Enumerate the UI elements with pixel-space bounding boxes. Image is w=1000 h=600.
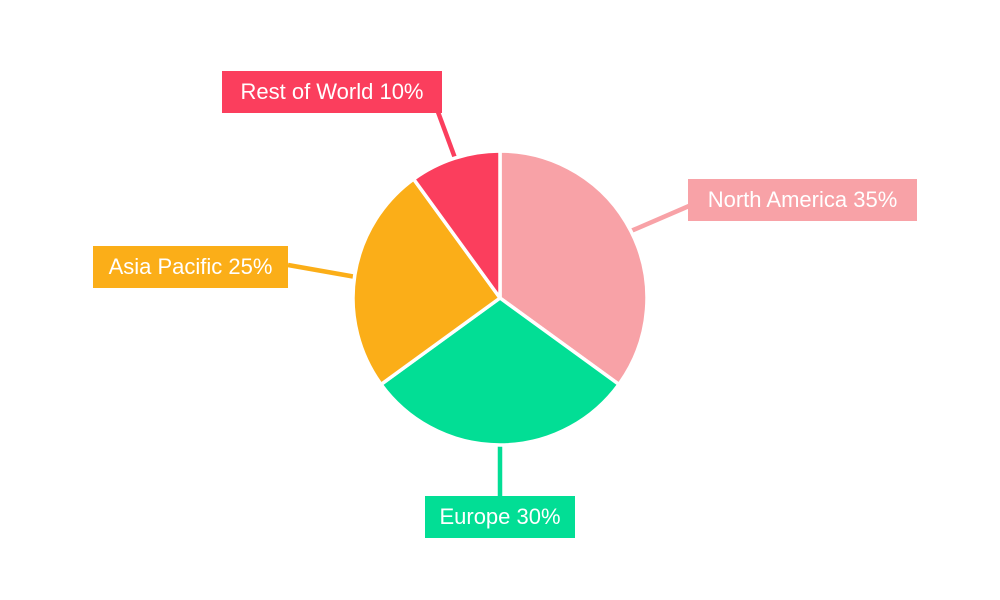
label-callout-north-america: North America 35% bbox=[688, 179, 917, 221]
pie-slice-europe[interactable] bbox=[379, 296, 621, 447]
pie-slice-asia-pacific[interactable] bbox=[351, 177, 502, 387]
leader-line-asia-pacific bbox=[287, 262, 357, 280]
leader-line-north-america bbox=[630, 203, 690, 234]
label-callout-rest-of-world: Rest of World 10% bbox=[222, 71, 442, 113]
leader-line-rest-of-world bbox=[435, 111, 458, 159]
label-callout-europe: Europe 30% bbox=[425, 496, 575, 538]
pie-slice-rest-of-world[interactable] bbox=[411, 149, 502, 300]
pie-slice-north-america[interactable] bbox=[498, 149, 649, 387]
label-callout-asia-pacific: Asia Pacific 25% bbox=[93, 246, 288, 288]
